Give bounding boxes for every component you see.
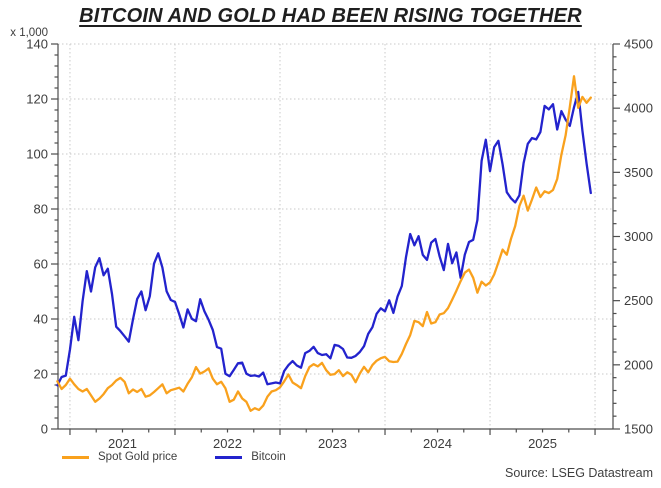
svg-text:80: 80 — [34, 202, 48, 217]
chart-legend: Spot Gold price Bitcoin — [62, 451, 286, 463]
svg-text:2024: 2024 — [423, 436, 452, 451]
chart-title: BITCOIN AND GOLD HAD BEEN RISING TOGETHE… — [79, 5, 582, 27]
bitcoin-line-swatch — [215, 455, 243, 459]
svg-text:20: 20 — [34, 367, 48, 382]
legend-item-bitcoin: Bitcoin — [215, 451, 286, 463]
svg-text:3500: 3500 — [624, 165, 653, 180]
legend-item-gold: Spot Gold price — [62, 451, 177, 463]
gridlines — [58, 43, 613, 429]
svg-text:2021: 2021 — [108, 436, 137, 451]
axes — [57, 44, 614, 430]
svg-text:140: 140 — [26, 37, 48, 52]
legend-label-bitcoin: Bitcoin — [251, 451, 286, 463]
svg-text:0: 0 — [41, 422, 48, 437]
bitcoin-line — [56, 90, 592, 387]
left-axis: 0 20 40 60 80 100 120 140 — [26, 37, 58, 437]
source-caption: Source: LSEG Datastream — [505, 466, 653, 480]
svg-text:2023: 2023 — [318, 436, 347, 451]
gold-line — [56, 75, 592, 412]
right-axis: 1500 2000 2500 3000 3500 4000 4500 — [613, 37, 653, 437]
svg-text:1500: 1500 — [624, 422, 653, 437]
svg-text:60: 60 — [34, 257, 48, 272]
svg-text:3000: 3000 — [624, 229, 653, 244]
left-axis-multiplier-label: x 1,000 — [10, 27, 48, 39]
svg-text:2000: 2000 — [624, 357, 653, 372]
svg-text:100: 100 — [26, 147, 48, 162]
x-axis: 2021 2022 2023 2024 2025 — [69, 429, 596, 451]
svg-text:40: 40 — [34, 312, 48, 327]
svg-text:4000: 4000 — [624, 101, 653, 116]
svg-text:2022: 2022 — [213, 436, 242, 451]
svg-text:120: 120 — [26, 92, 48, 107]
gold-line-swatch — [62, 455, 89, 459]
legend-label-gold: Spot Gold price — [98, 451, 178, 463]
svg-text:4500: 4500 — [624, 37, 653, 52]
svg-text:2500: 2500 — [624, 293, 653, 308]
svg-text:2025: 2025 — [528, 436, 557, 451]
